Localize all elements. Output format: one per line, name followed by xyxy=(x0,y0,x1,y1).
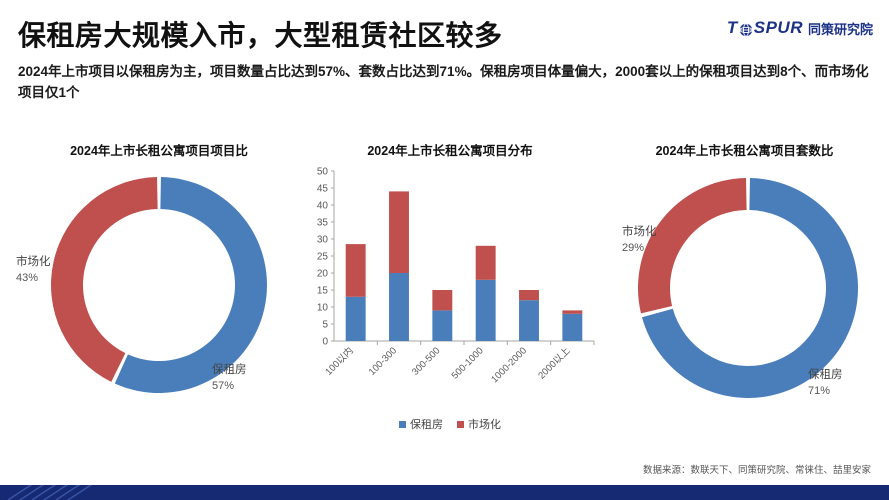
donut-label-guarantee-units: 保租房 71% xyxy=(808,368,843,398)
x-axis-category-label: 2000以上 xyxy=(536,345,573,382)
bar-segment xyxy=(562,310,583,314)
donut-label-guarantee: 保租房 57% xyxy=(212,363,247,393)
bar-segment xyxy=(562,313,583,341)
donut-slice-市场化 xyxy=(637,178,747,314)
y-axis-tick-label: 30 xyxy=(317,235,329,246)
x-axis-category-label: 100以内 xyxy=(323,345,356,378)
bar-segment xyxy=(345,296,366,341)
donut-slice-保租房 xyxy=(114,177,268,394)
page-subtitle: 2024年上市项目以保租房为主，项目数量占比达到57%、套数占比达到71%。保租… xyxy=(18,64,869,100)
donut-label-guarantee-text: 保租房 xyxy=(212,364,247,376)
donut-svg-unit-share xyxy=(637,178,858,398)
charts-row: 2024年上市长租公寓项目项目比 市场化 43% 保租房 57% 2024年上市… xyxy=(0,140,889,440)
y-axis-tick-label: 40 xyxy=(317,201,329,212)
footer-rays-decoration xyxy=(7,485,93,500)
y-axis-tick-label: 25 xyxy=(317,252,329,263)
donut-label-market: 市场化 43% xyxy=(16,255,51,285)
donut-label-market-units: 市场化 29% xyxy=(622,225,657,255)
bar-segment xyxy=(432,290,453,311)
y-axis-tick-label: 10 xyxy=(317,303,329,314)
bar-segment xyxy=(345,244,366,297)
donut-project-share: 市场化 43% 保租房 57% xyxy=(14,163,304,413)
donut-label-guarantee-pct: 57% xyxy=(212,379,235,392)
chart-title-unit-share: 2024年上市长租公寓项目套数比 xyxy=(655,144,834,158)
bar-segment xyxy=(475,279,496,341)
x-axis-category-label: 300-500 xyxy=(410,345,442,377)
bar-segment xyxy=(389,191,409,273)
donut-unit-share: 市场化 29% 保租房 71% xyxy=(600,163,889,413)
donut-svg-project-share xyxy=(50,177,268,394)
legend-item-guarantee: 保租房 xyxy=(399,416,443,432)
bar-segment xyxy=(519,300,539,341)
y-axis-tick-label: 5 xyxy=(322,320,328,331)
y-axis-tick-label: 45 xyxy=(317,184,329,195)
donut-label-guarantee-units-text: 保租房 xyxy=(808,369,843,381)
bar-chart-legend: 保租房 市场化 xyxy=(300,416,600,432)
bar-segment xyxy=(519,290,539,301)
legend-item-market: 市场化 xyxy=(457,416,501,432)
chart-title-project-share: 2024年上市长租公寓项目项目比 xyxy=(70,144,248,158)
legend-label-market: 市场化 xyxy=(468,419,501,431)
logo-letters-spur: SPUR xyxy=(753,18,803,37)
bar-chart-svg: 0 5 10 15 20 25 30 35 40 45 50 100以内 100-300 300-500 5… xyxy=(317,167,595,385)
logo-letter-t: T xyxy=(726,18,738,37)
bar-segment xyxy=(432,310,453,341)
donut-slice-保租房 xyxy=(641,178,858,398)
donut-label-market-units-pct: 29% xyxy=(622,241,645,254)
footer-bar xyxy=(0,485,889,500)
y-axis-tick-label: 0 xyxy=(322,337,328,348)
legend-label-guarantee: 保租房 xyxy=(410,419,443,431)
y-axis-tick-label: 35 xyxy=(317,218,329,229)
y-axis-tick-label: 50 xyxy=(317,167,329,178)
page-title: 保租房大规模入市，大型租赁社区较多 xyxy=(18,20,503,51)
y-axis-tick-label: 20 xyxy=(317,269,329,280)
chart-project-distribution: 2024年上市长租公寓项目分布 0 5 10 15 20 25 30 35 40 45 50 100以… xyxy=(300,140,600,448)
donut-label-market-units-text: 市场化 xyxy=(622,226,657,238)
logo-chinese-name: 同策研究院 xyxy=(807,21,873,37)
y-axis-tick-label: 15 xyxy=(317,286,329,297)
donut-label-guarantee-units-pct: 71% xyxy=(808,384,831,397)
bar-segment xyxy=(475,245,496,280)
brand-logo: T SPUR 同策研究院 xyxy=(727,18,873,38)
bar-chart-area: 0 5 10 15 20 25 30 35 40 45 50 100以内 100-300 300-500 5… xyxy=(300,163,600,448)
x-axis-category-label: 1000-2000 xyxy=(489,345,529,385)
chart-project-share: 2024年上市长租公寓项目项目比 市场化 43% 保租房 57% xyxy=(14,140,304,413)
x-axis-category-label: 100-300 xyxy=(367,345,399,377)
legend-swatch-market xyxy=(457,420,464,428)
donut-label-market-pct: 43% xyxy=(16,271,39,284)
chart-title-project-distribution: 2024年上市长租公寓项目分布 xyxy=(367,144,533,158)
source-note: 数据来源：数联天下、同策研究院、常徕住、喆里安家 xyxy=(642,465,871,476)
globe-icon xyxy=(739,22,753,37)
donut-slice-市场化 xyxy=(50,177,158,382)
logo-wordmark: T SPUR xyxy=(727,18,803,38)
chart-unit-share: 2024年上市长租公寓项目套数比 市场化 29% 保租房 71% xyxy=(600,140,889,413)
donut-label-market-text: 市场化 xyxy=(16,256,51,268)
legend-swatch-guarantee xyxy=(399,420,406,428)
x-axis-category-label: 500-1000 xyxy=(450,345,486,381)
bar-segment xyxy=(389,273,409,341)
